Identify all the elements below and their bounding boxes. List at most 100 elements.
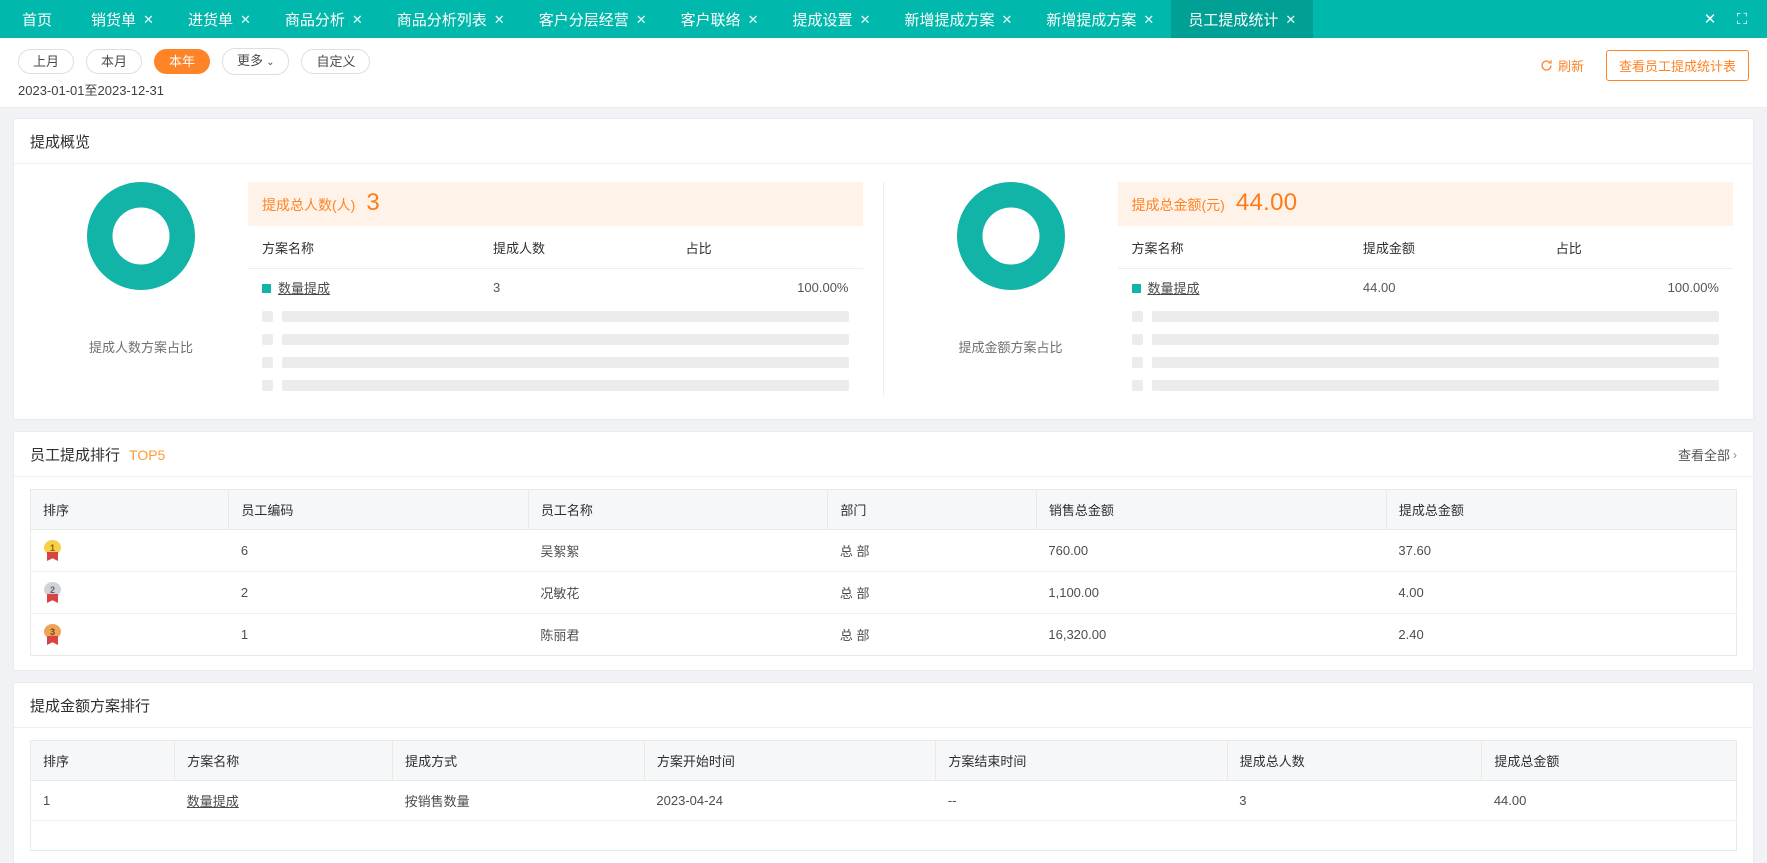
column-header: 排序 <box>30 489 230 530</box>
view-all-link[interactable]: 查看全部 › <box>1678 445 1737 464</box>
empty-cell <box>1227 820 1482 851</box>
filter-chip-5[interactable]: 自定义 <box>301 49 371 74</box>
tab-9[interactable]: 新增提成方案 ✕ <box>887 0 1029 38</box>
placeholder-row <box>1118 374 1734 397</box>
medal-ribbon <box>47 636 58 645</box>
plan-name-cell: 数量提成 <box>248 269 479 306</box>
summary-banner: 提成总人数(人) 3 <box>248 182 863 226</box>
plan-name-link[interactable]: 数量提成 <box>1147 281 1200 296</box>
table-empty-row <box>30 820 1737 851</box>
empty-cell <box>1481 820 1737 851</box>
employee-code-cell: 2 <box>228 571 529 614</box>
chevron-right-icon: › <box>1733 447 1737 462</box>
refresh-icon <box>1540 59 1553 72</box>
tab-close-icon[interactable]: ✕ <box>1285 11 1297 27</box>
tab-7[interactable]: 客户联络 ✕ <box>664 0 776 38</box>
close-icon[interactable]: ✕ <box>1703 10 1717 28</box>
column-header: 占比 <box>671 226 863 269</box>
placeholder-swatch <box>1131 311 1143 322</box>
placeholder-swatch <box>1131 334 1143 345</box>
column-header: 占比 <box>1541 226 1733 269</box>
placeholder-row <box>248 328 863 351</box>
tab-close-icon[interactable]: ✕ <box>143 11 154 27</box>
placeholder-bar <box>1151 311 1719 322</box>
sales-total-cell: 16,320.00 <box>1036 613 1387 656</box>
plan-name-link[interactable]: 数量提成 <box>186 794 239 809</box>
plan-name-cell: 数量提成 <box>1118 269 1349 306</box>
column-header: 提成金额 <box>1348 226 1542 269</box>
page-scroll-area[interactable]: 提成概览 提成人数方案占比 提成总人数(人) 3 方案名称 提成人数 占比 数量提成 3 100… <box>0 108 1767 863</box>
top5-badge: TOP5 <box>129 446 166 463</box>
plan-ranking-title: 提成金额方案排行 <box>30 698 151 715</box>
tab-8[interactable]: 提成设置 ✕ <box>776 0 888 38</box>
tab-close-icon[interactable]: ✕ <box>1001 11 1013 27</box>
column-header: 方案名称 <box>248 226 480 269</box>
tab-5[interactable]: 商品分析列表 ✕ <box>380 0 522 38</box>
overview-table: 方案名称 提成金额 占比数量提成 44.00 100.00% <box>1117 226 1733 306</box>
placeholder-swatch <box>1131 380 1143 391</box>
table-body: 1 数量提成 按销售数量 2023-04-24 -- 3 44.00 <box>30 780 1737 851</box>
placeholder-row <box>1118 328 1734 351</box>
column-header: 排序 <box>30 740 176 781</box>
refresh-button[interactable]: 刷新 <box>1540 56 1584 75</box>
placeholder-row <box>248 305 863 328</box>
placeholder-row <box>248 374 863 397</box>
rank-cell: 2 <box>30 571 229 614</box>
column-header: 方案名称 <box>1117 226 1349 269</box>
value-cell: 44.00 <box>1362 280 1396 295</box>
filter-chip-1[interactable]: 上月 <box>18 49 75 74</box>
filter-chip-3[interactable]: 本年 <box>154 49 211 74</box>
start-date-cell: 2023-04-24 <box>644 780 936 821</box>
summary-value: 3 <box>366 189 380 216</box>
tab-label: 商品分析列表 <box>396 11 487 29</box>
tab-1[interactable]: 首页 <box>0 0 74 38</box>
people-count-cell: 3 <box>1227 780 1482 821</box>
view-commission-report-button[interactable]: 查看员工提成统计表 <box>1605 50 1749 81</box>
maximize-icon[interactable]: ⛶ <box>1736 10 1748 28</box>
legend-swatch <box>1131 284 1141 294</box>
placeholder-bar <box>1151 334 1719 345</box>
employee-ranking-table-wrap: 排序 员工编码 员工名称 部门 销售总金额 提成总金额 1 6 吴絮絮总 部 760.00 37.… <box>14 477 1753 670</box>
tab-2[interactable]: 销货单 ✕ <box>74 0 171 38</box>
rank-cell: 1 <box>30 529 229 572</box>
filter-toolbar: 上月 本月 本年 更多 ⌄ 自定义 2023-01-01至2023-12-31 刷新 查看… <box>0 38 1767 108</box>
filter-left-group: 上月 本月 本年 更多 ⌄ 自定义 2023-01-01至2023-12-31 <box>18 48 371 99</box>
placeholder-row <box>248 351 863 374</box>
tab-close-icon[interactable]: ✕ <box>493 11 505 27</box>
filter-chip-4[interactable]: 更多 ⌄ <box>222 48 290 75</box>
commission-total-cell: 2.40 <box>1386 613 1737 656</box>
ratio-cell: 100.00% <box>1667 280 1719 295</box>
tab-label: 客户分层经营 <box>538 11 629 29</box>
toolbar-actions: 刷新 查看员工提成统计表 <box>1540 48 1749 81</box>
tab-close-icon[interactable]: ✕ <box>747 11 759 27</box>
column-header: 方案名称 <box>174 740 394 781</box>
window-controls: ✕ ⛶ <box>1685 0 1767 38</box>
employee-ranking-table: 排序 员工编码 员工名称 部门 销售总金额 提成总金额 1 6 吴絮絮总 部 760.00 37.… <box>30 489 1737 656</box>
employee-name-cell: 陈丽君 <box>528 613 828 656</box>
column-header: 提成总金额 <box>1386 489 1737 530</box>
tab-4[interactable]: 商品分析 ✕ <box>268 0 380 38</box>
plan-name-link[interactable]: 数量提成 <box>278 281 331 296</box>
tab-6[interactable]: 客户分层经营 ✕ <box>522 0 664 38</box>
tab-11[interactable]: 员工提成统计 ✕ <box>1171 0 1314 38</box>
medal-disc: 2 <box>44 582 61 597</box>
tab-close-icon[interactable]: ✕ <box>1143 11 1155 27</box>
tab-10[interactable]: 新增提成方案 ✕ <box>1029 0 1171 38</box>
medal-icon: 2 <box>43 582 62 603</box>
tab-close-icon[interactable]: ✕ <box>239 11 251 27</box>
date-range-text: 2023-01-01至2023-12-31 <box>18 83 164 98</box>
tab-close-icon[interactable]: ✕ <box>859 11 871 27</box>
tab-3[interactable]: 进货单 ✕ <box>171 0 268 38</box>
chevron-down-icon: ⌄ <box>266 57 275 68</box>
overview-table: 方案名称 提成人数 占比 数量提成 3 100.00% <box>248 226 863 305</box>
tab-close-icon[interactable]: ✕ <box>635 11 647 27</box>
table-header-row: 排序 员工编码 员工名称 部门 销售总金额 提成总金额 <box>30 489 1737 530</box>
commission-total-cell: 4.00 <box>1386 571 1737 614</box>
donut-caption: 提成人数方案占比 <box>88 340 193 355</box>
employee-ranking-header: 员工提成排行 TOP5 查看全部 › <box>14 432 1753 477</box>
filter-chip-2[interactable]: 本月 <box>86 49 143 74</box>
tab-label: 提成设置 <box>792 11 853 29</box>
tab-close-icon[interactable]: ✕ <box>351 11 363 27</box>
placeholder-bar <box>1151 380 1719 391</box>
column-header: 提成总人数 <box>1227 740 1483 781</box>
